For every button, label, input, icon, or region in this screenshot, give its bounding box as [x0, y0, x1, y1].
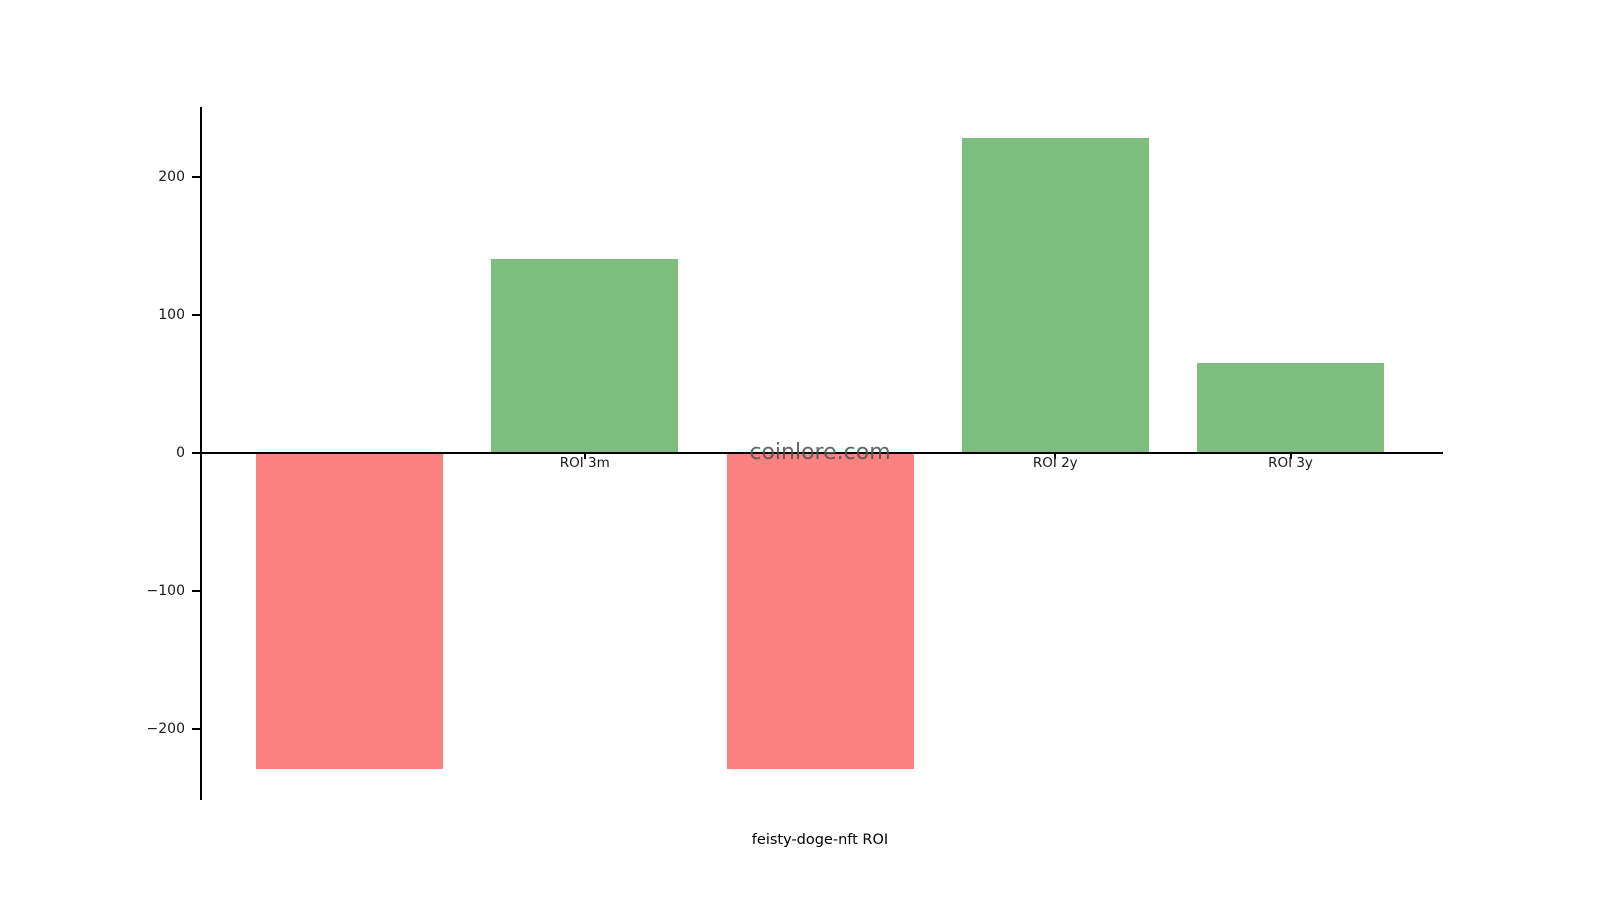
watermark-text: coinlore.com — [749, 440, 891, 465]
x-tick-label-roi-3y: ROI 3y — [1268, 455, 1313, 471]
y-tick-mark — [192, 589, 200, 592]
y-tick-label: −100 — [146, 582, 185, 599]
bar-roi-2y — [961, 137, 1149, 453]
y-tick-mark — [192, 175, 200, 178]
bar-roi-3y — [1197, 362, 1384, 453]
x-tick-mark — [1289, 452, 1292, 459]
y-tick-label: 200 — [158, 168, 185, 185]
y-tick-label: −200 — [146, 720, 185, 737]
y-tick-label: 100 — [158, 306, 185, 323]
y-tick-mark — [192, 313, 200, 316]
x-tick-label-roi-3m: ROI 3m — [559, 455, 610, 471]
bar-roi-3m — [491, 259, 679, 453]
x-axis-title: feisty-doge-nft ROI — [751, 832, 889, 848]
x-tick-mark — [583, 452, 586, 459]
bar-unlabeled-0 — [256, 452, 443, 769]
y-tick-label: 0 — [176, 444, 185, 461]
x-tick-label-roi-2y: ROI 2y — [1032, 455, 1078, 471]
bar-unlabeled-2 — [726, 452, 914, 769]
y-tick-mark — [192, 451, 200, 454]
y-tick-mark — [192, 727, 200, 730]
x-axis-line — [200, 451, 1443, 454]
x-tick-mark — [1054, 452, 1057, 459]
